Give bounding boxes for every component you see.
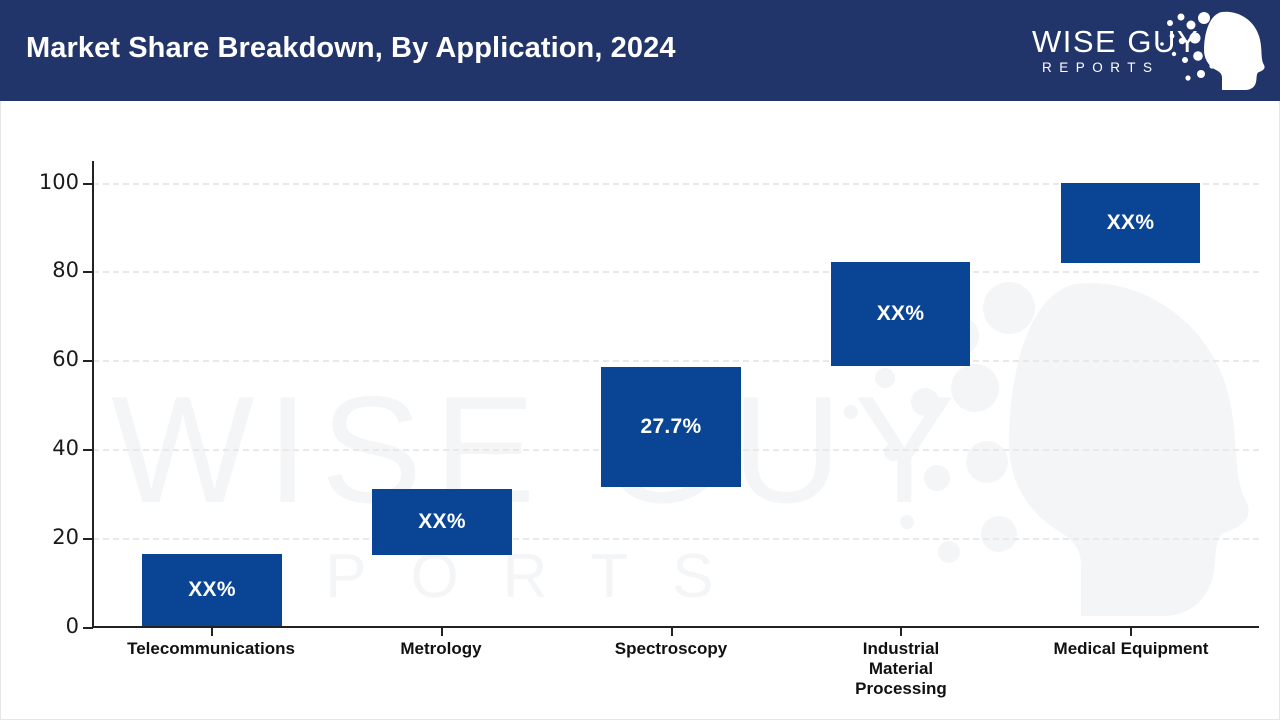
y-tick-mark bbox=[83, 183, 93, 185]
chart-container: WISE GUY REPORTS bbox=[0, 101, 1280, 720]
x-tick-mark-0 bbox=[211, 628, 213, 636]
gridline-60 bbox=[93, 360, 1259, 362]
y-tick-mark bbox=[83, 538, 93, 540]
bar-telecommunications[interactable]: XX% bbox=[142, 554, 282, 626]
y-tick-mark bbox=[83, 627, 93, 629]
y-tick-label: 80 bbox=[52, 258, 79, 282]
gridline-20 bbox=[93, 538, 1259, 540]
page-title: Market Share Breakdown, By Application, … bbox=[26, 32, 676, 64]
y-axis-line bbox=[92, 161, 94, 628]
bar-spectroscopy[interactable]: 27.7% bbox=[601, 367, 741, 487]
bar-value-label: XX% bbox=[418, 510, 466, 533]
head-silhouette-dots-logo-icon bbox=[1160, 11, 1265, 90]
x-tick-mark-2 bbox=[671, 628, 673, 636]
y-tick-label: 0 bbox=[65, 614, 79, 638]
y-tick-80: 80 bbox=[1, 258, 93, 284]
y-tick-label: 40 bbox=[52, 436, 79, 460]
gridline-80 bbox=[93, 271, 1259, 273]
y-tick-60: 60 bbox=[1, 347, 93, 373]
x-tick-mark-3 bbox=[900, 628, 902, 636]
bar-value-label: XX% bbox=[1106, 211, 1155, 234]
gridline-100 bbox=[93, 183, 1259, 185]
wise-guy-reports-logo: WISE GUY REPORTS bbox=[1020, 6, 1272, 94]
bar-value-label: 27.7% bbox=[640, 415, 702, 438]
y-tick-label: 60 bbox=[52, 347, 79, 371]
x-category-label-medical-equipment: Medical Equipment bbox=[1053, 639, 1209, 658]
x-category-label-metrology: Metrology bbox=[400, 639, 482, 658]
x-tick-mark-1 bbox=[441, 628, 443, 636]
x-category-label-spectroscopy: Spectroscopy bbox=[614, 639, 728, 658]
y-tick-0: 0 bbox=[1, 614, 93, 640]
logo-subwordmark: REPORTS bbox=[1042, 60, 1160, 75]
y-tick-label: 100 bbox=[38, 170, 79, 194]
x-category-label-telecommunications: Telecommunications bbox=[127, 639, 295, 658]
x-category-label-industrial-material-processing: Industrial Material Processing bbox=[855, 639, 947, 698]
logo-wordmark: WISE GUY bbox=[1032, 24, 1200, 59]
y-tick-mark bbox=[83, 360, 93, 362]
page-header: Market Share Breakdown, By Application, … bbox=[0, 0, 1280, 101]
bar-medical-equipment[interactable]: XX% bbox=[1061, 183, 1200, 263]
x-axis-line bbox=[92, 626, 1259, 628]
bar-value-label: XX% bbox=[876, 302, 925, 325]
plot-area: 100 80 60 40 20 0 bbox=[1, 101, 1279, 719]
y-tick-100: 100 bbox=[1, 170, 93, 196]
y-tick-mark bbox=[83, 271, 93, 273]
y-tick-40: 40 bbox=[1, 436, 93, 462]
y-tick-20: 20 bbox=[1, 525, 93, 551]
y-tick-label: 20 bbox=[52, 525, 79, 549]
bar-value-label: XX% bbox=[188, 578, 236, 601]
bar-metrology[interactable]: XX% bbox=[372, 489, 512, 555]
y-tick-mark bbox=[83, 449, 93, 451]
bar-industrial-material-processing[interactable]: XX% bbox=[831, 262, 970, 366]
x-tick-mark-4 bbox=[1130, 628, 1132, 636]
